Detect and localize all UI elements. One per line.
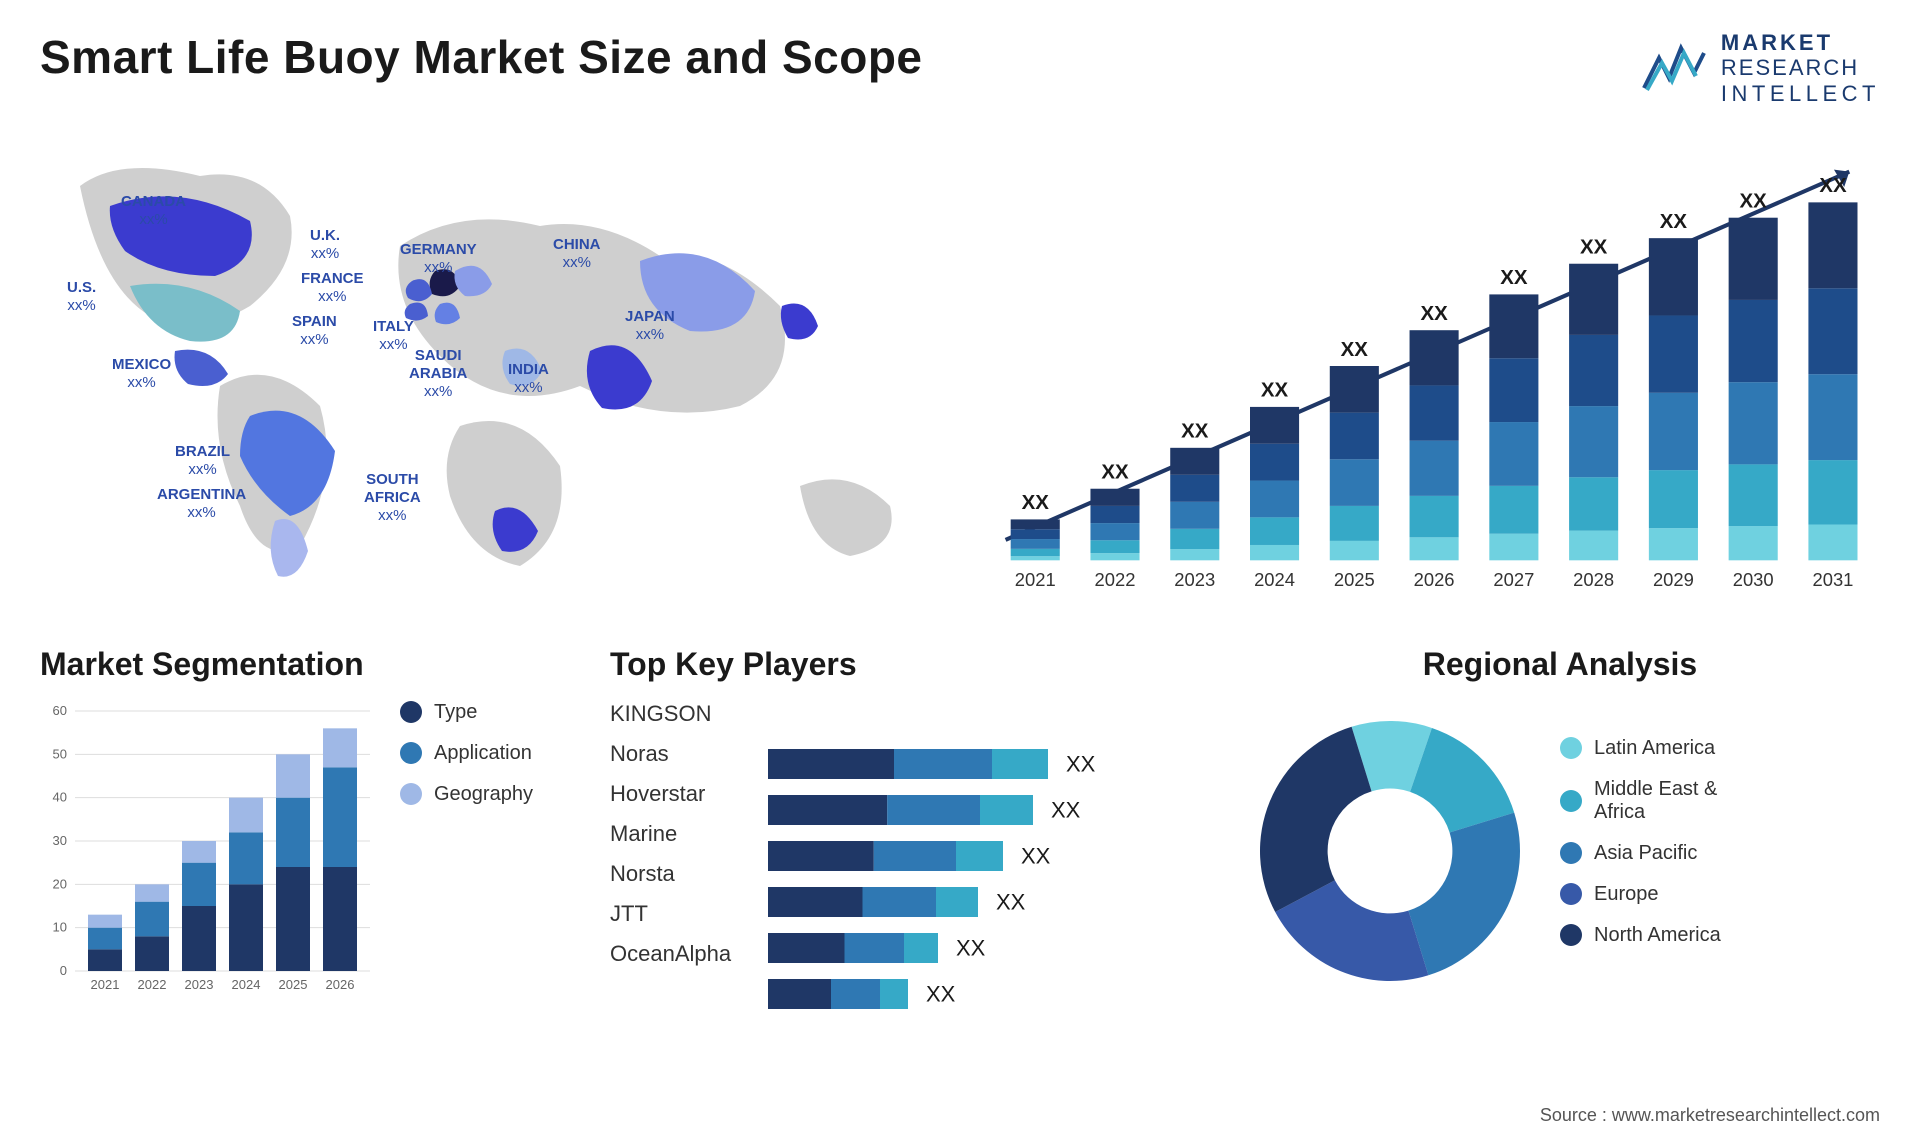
logo-text-3: INTELLECT [1721, 81, 1880, 106]
segmentation-legend: Type Application Geography [400, 701, 533, 1001]
regional-legend: Latin America Middle East &Africa Asia Pac… [1560, 737, 1721, 965]
map-label: GERMANYxx% [400, 241, 477, 277]
svg-text:40: 40 [53, 790, 67, 805]
svg-text:XX: XX [1341, 338, 1369, 361]
svg-text:2022: 2022 [138, 977, 167, 992]
segmentation-section: Market Segmentation 0 10 20 30 40 50 60 2021 202… [40, 646, 580, 1021]
key-player-name: Marine [610, 821, 750, 847]
map-label: ARGENTINAxx% [157, 486, 246, 522]
segmentation-title: Market Segmentation [40, 646, 580, 683]
svg-text:2026: 2026 [1414, 569, 1455, 590]
svg-text:XX: XX [956, 935, 986, 960]
svg-text:2021: 2021 [91, 977, 120, 992]
key-player-name: Norsta [610, 861, 750, 887]
svg-text:2029: 2029 [1653, 569, 1694, 590]
brand-logo: MARKET RESEARCH INTELLECT [1639, 30, 1880, 106]
svg-text:XX: XX [1500, 266, 1528, 289]
map-label: U.S.xx% [67, 279, 96, 315]
svg-text:20: 20 [53, 876, 67, 891]
map-label: BRAZILxx% [175, 443, 230, 479]
svg-text:2023: 2023 [1174, 569, 1215, 590]
map-label: MEXICOxx% [112, 356, 171, 392]
logo-icon [1639, 38, 1709, 98]
segmentation-bar-chart: 0 10 20 30 40 50 60 2021 2022 2023 2024 2025 2026 [40, 701, 380, 1001]
key-player-name: Noras [610, 741, 750, 767]
key-player-name: JTT [610, 901, 750, 927]
svg-text:0: 0 [60, 963, 67, 978]
svg-text:2025: 2025 [1334, 569, 1375, 590]
svg-text:50: 50 [53, 746, 67, 761]
svg-text:10: 10 [53, 920, 67, 935]
key-players-title: Top Key Players [610, 646, 1210, 683]
map-label: SAUDIARABIAxx% [409, 347, 467, 401]
map-label: JAPANxx% [625, 308, 675, 344]
svg-text:XX: XX [1022, 491, 1050, 514]
svg-text:XX: XX [1660, 210, 1688, 233]
key-players-section: Top Key Players KINGSON Noras Hoverstar Mar… [610, 646, 1210, 1021]
key-player-name: Hoverstar [610, 781, 750, 807]
key-player-name: KINGSON [610, 701, 750, 727]
map-label: FRANCExx% [301, 270, 364, 306]
svg-text:2026: 2026 [326, 977, 355, 992]
svg-text:XX: XX [926, 981, 956, 1006]
regional-section: Regional Analysis Latin America Middle Ea… [1240, 646, 1880, 1021]
world-map-panel: CANADAxx% U.S.xx% MEXICOxx% BRAZILxx% ARGENT… [40, 126, 940, 606]
svg-text:XX: XX [1101, 460, 1129, 483]
key-players-bar-chart: XXXXXXXXXXXX [768, 701, 1188, 1021]
key-player-name: OceanAlpha [610, 941, 750, 967]
logo-text-1: MARKET [1721, 30, 1880, 55]
svg-text:2022: 2022 [1095, 569, 1136, 590]
svg-text:XX: XX [1580, 235, 1608, 258]
map-label: ITALYxx% [373, 318, 414, 354]
legend-item: Asia Pacific [1560, 842, 1721, 865]
regional-title: Regional Analysis [1240, 646, 1880, 683]
map-label: U.K.xx% [310, 227, 340, 263]
svg-text:XX: XX [1740, 189, 1768, 212]
logo-text-2: RESEARCH [1721, 55, 1880, 80]
svg-text:XX: XX [1819, 174, 1847, 197]
growth-chart-panel: XX 2021 XX 2022 XX 2023 XX 2024 XX 2025 XX 2026 XX 20… [980, 126, 1880, 606]
regional-donut-chart [1240, 701, 1540, 1001]
svg-text:2024: 2024 [232, 977, 261, 992]
legend-item: Europe [1560, 883, 1721, 906]
svg-text:2024: 2024 [1254, 569, 1295, 590]
svg-text:XX: XX [1066, 751, 1096, 776]
svg-text:XX: XX [996, 889, 1026, 914]
map-label: SOUTHAFRICAxx% [364, 471, 421, 525]
legend-item: North America [1560, 924, 1721, 947]
svg-text:2028: 2028 [1573, 569, 1614, 590]
map-label: INDIAxx% [508, 361, 549, 397]
svg-text:2031: 2031 [1812, 569, 1853, 590]
svg-text:2030: 2030 [1733, 569, 1774, 590]
svg-text:2021: 2021 [1015, 569, 1056, 590]
svg-text:2025: 2025 [279, 977, 308, 992]
page-title: Smart Life Buoy Market Size and Scope [40, 30, 923, 84]
svg-text:XX: XX [1420, 302, 1448, 325]
svg-text:XX: XX [1181, 419, 1209, 442]
map-label: SPAINxx% [292, 313, 337, 349]
map-label: CANADAxx% [121, 193, 186, 229]
svg-text:30: 30 [53, 833, 67, 848]
svg-text:2027: 2027 [1493, 569, 1534, 590]
map-label: CHINAxx% [553, 236, 601, 272]
svg-text:XX: XX [1261, 379, 1289, 402]
key-players-names: KINGSON Noras Hoverstar Marine Norsta JTT Ocea… [610, 701, 750, 1021]
svg-text:60: 60 [53, 703, 67, 718]
legend-item: Type [400, 701, 533, 724]
source-text: Source : www.marketresearchintellect.com [1540, 1105, 1880, 1126]
svg-text:2023: 2023 [185, 977, 214, 992]
legend-item: Geography [400, 783, 533, 806]
svg-text:XX: XX [1021, 843, 1051, 868]
growth-bar-chart: XX 2021 XX 2022 XX 2023 XX 2024 XX 2025 XX 2026 XX 20… [980, 126, 1880, 606]
legend-item: Middle East &Africa [1560, 778, 1721, 824]
legend-item: Latin America [1560, 737, 1721, 760]
legend-item: Application [400, 742, 533, 765]
svg-text:XX: XX [1051, 797, 1081, 822]
